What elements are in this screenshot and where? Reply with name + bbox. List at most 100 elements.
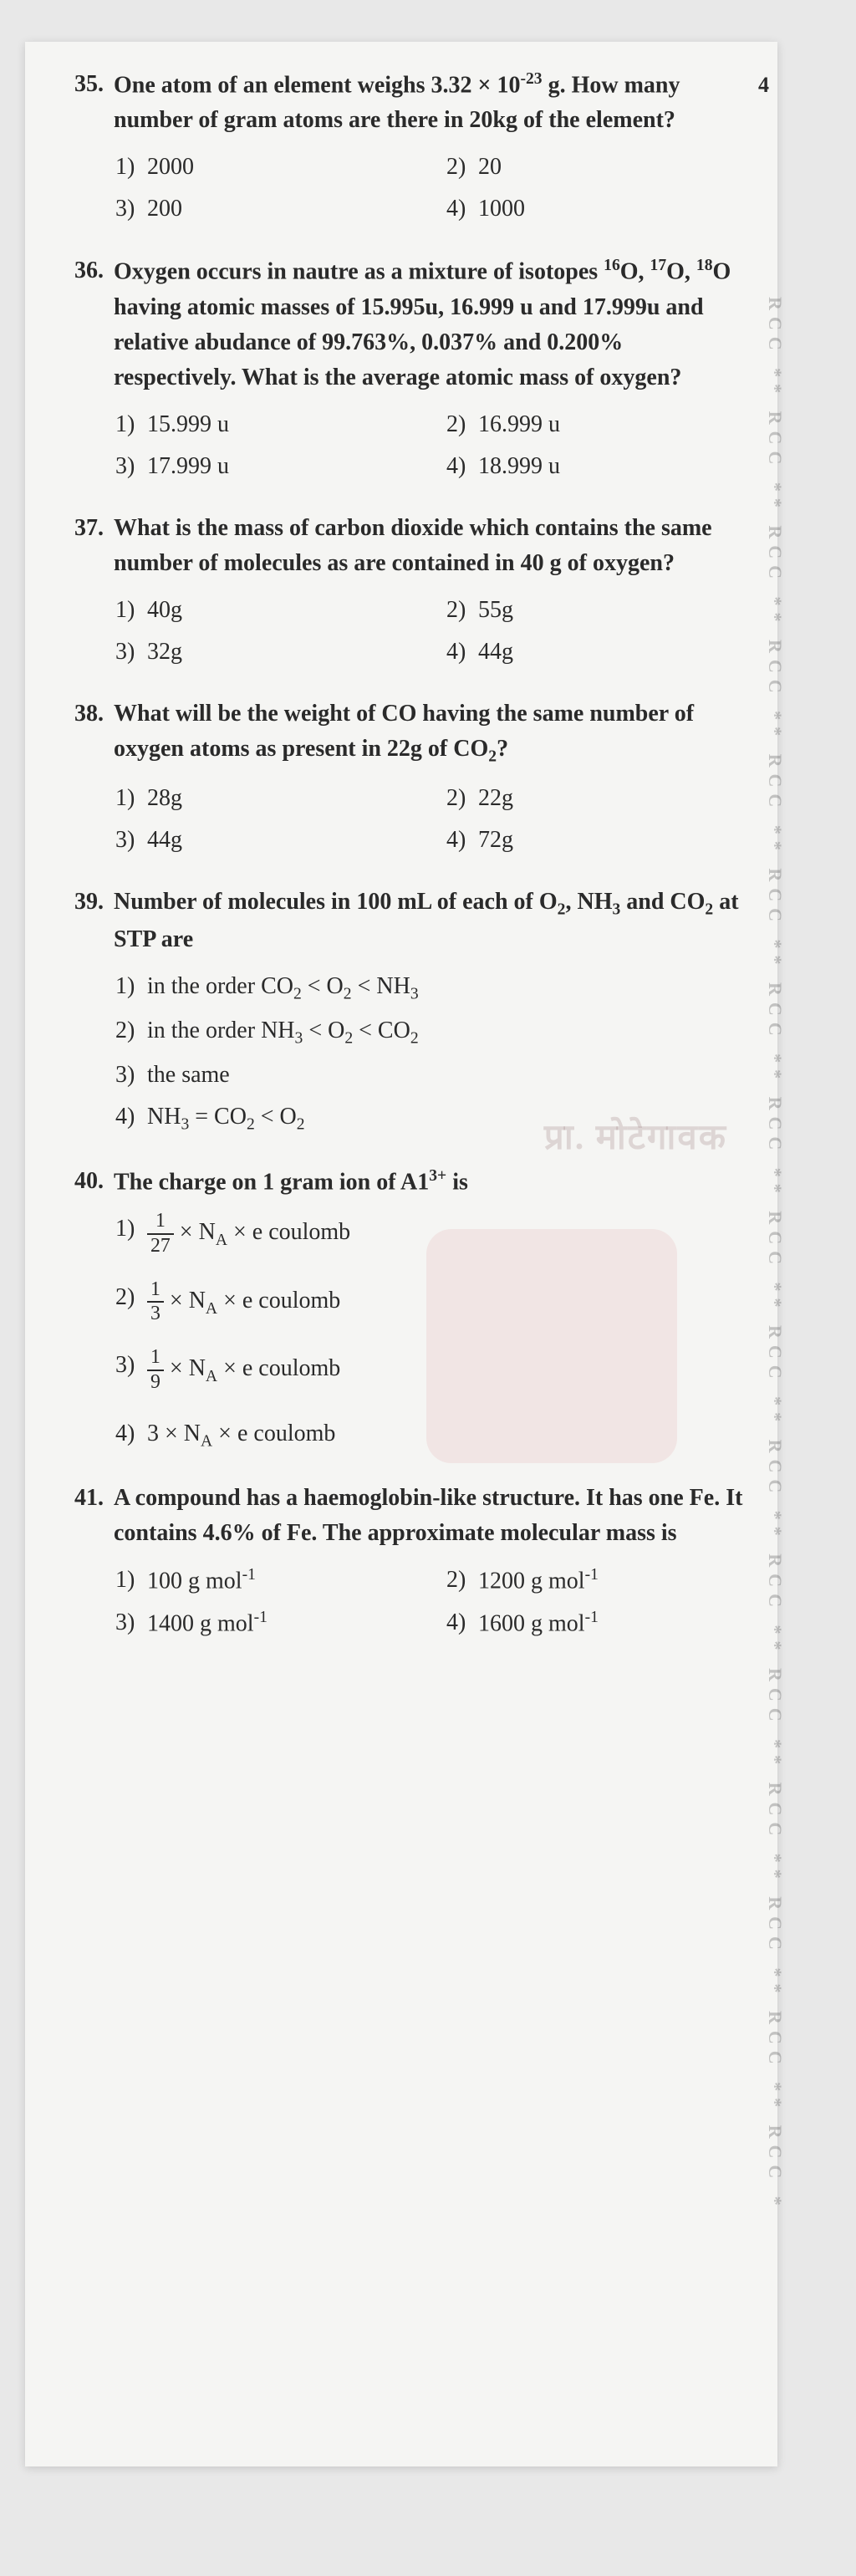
option-number: 4) bbox=[446, 191, 471, 227]
option: 2)20 bbox=[446, 150, 744, 185]
exam-page: RCC ** RCC ** RCC ** RCC ** RCC ** RCC *… bbox=[25, 42, 777, 2466]
option: 3)44g bbox=[115, 823, 413, 858]
option-number: 1) bbox=[115, 781, 140, 816]
option: 1)in the order CO2 < O2 < NH3 bbox=[115, 969, 744, 1007]
option: 1)28g bbox=[115, 781, 413, 816]
option: 4)72g bbox=[446, 823, 744, 858]
option-number: 3) bbox=[115, 191, 140, 227]
option-row: 1)100 g mol-1 2)1200 g mol-1 bbox=[115, 1563, 744, 1599]
option-text: 72g bbox=[478, 823, 513, 858]
option: 1)100 g mol-1 bbox=[115, 1563, 413, 1599]
option-number: 1) bbox=[115, 1563, 140, 1599]
option-number: 2) bbox=[115, 1280, 140, 1325]
option-text: 100 g mol-1 bbox=[147, 1563, 256, 1599]
option-number: 2) bbox=[446, 407, 471, 442]
option-text: 1200 g mol-1 bbox=[478, 1563, 599, 1599]
option: 3)19 × NA × e coulomb bbox=[115, 1348, 744, 1393]
option: 4)18.999 u bbox=[446, 449, 744, 484]
option-number: 4) bbox=[115, 1099, 140, 1137]
option-text: 1000 bbox=[478, 191, 525, 227]
question-stem: 39.Number of molecules in 100 mL of each… bbox=[67, 885, 744, 957]
option: 1)15.999 u bbox=[115, 407, 413, 442]
question-35: 435.One atom of an element weighs 3.32 ×… bbox=[67, 67, 744, 227]
question-text: What is the mass of carbon dioxide which… bbox=[114, 511, 744, 581]
option-number: 4) bbox=[446, 823, 471, 858]
option: 2)55g bbox=[446, 593, 744, 628]
question-number: 38. bbox=[67, 696, 104, 769]
option-text: 17.999 u bbox=[147, 449, 229, 484]
question-stem: 38.What will be the weight of CO having … bbox=[67, 696, 744, 769]
option: 2)1200 g mol-1 bbox=[446, 1563, 744, 1599]
option-number: 1) bbox=[115, 969, 140, 1007]
option-row: 3)17.999 u 4)18.999 u bbox=[115, 449, 744, 484]
option: 1)2000 bbox=[115, 150, 413, 185]
option-row: 3)32g 4)44g bbox=[115, 635, 744, 670]
option-text: in the order CO2 < O2 < NH3 bbox=[147, 969, 419, 1007]
option-number: 2) bbox=[446, 150, 471, 185]
option-text: 40g bbox=[147, 593, 182, 628]
option: 1)127 × NA × e coulomb bbox=[115, 1211, 744, 1257]
option-row: 1)15.999 u 2)16.999 u bbox=[115, 407, 744, 442]
option-number: 1) bbox=[115, 1211, 140, 1257]
option-row: 3)44g 4)72g bbox=[115, 823, 744, 858]
options: 1)100 g mol-1 2)1200 g mol-1 3)1400 g mol-… bbox=[67, 1563, 744, 1642]
options: 1)15.999 u 2)16.999 u 3)17.999 u 4)18.999 u bbox=[67, 407, 744, 484]
option-text: 3 × NA × e coulomb bbox=[147, 1416, 335, 1454]
option-row: 1)2000 2)20 bbox=[115, 150, 744, 185]
option: 2)16.999 u bbox=[446, 407, 744, 442]
option-text: in the order NH3 < O2 < CO2 bbox=[147, 1013, 419, 1051]
option: 4)1000 bbox=[446, 191, 744, 227]
option-number: 1) bbox=[115, 407, 140, 442]
question-number: 41. bbox=[67, 1481, 104, 1551]
option-text: the same bbox=[147, 1058, 230, 1093]
option-number: 2) bbox=[446, 593, 471, 628]
option: 4)44g bbox=[446, 635, 744, 670]
question-stem: 40.The charge on 1 gram ion of A13+ is bbox=[67, 1164, 744, 1200]
question-40: 40.The charge on 1 gram ion of A13+ is 1)… bbox=[67, 1164, 744, 1454]
option: 4)3 × NA × e coulomb bbox=[115, 1416, 744, 1454]
question-stem: 37. What is the mass of carbon dioxide wh… bbox=[67, 511, 744, 581]
option-row: 3)200 4)1000 bbox=[115, 191, 744, 227]
option-text: 19 × NA × e coulomb bbox=[147, 1348, 340, 1393]
option: 3)17.999 u bbox=[115, 449, 413, 484]
question-38: 38.What will be the weight of CO having … bbox=[67, 696, 744, 858]
option-number: 3) bbox=[115, 1058, 140, 1093]
question-text: Oxygen occurs in nautre as a mixture of … bbox=[114, 253, 744, 395]
question-number: 36. bbox=[67, 253, 104, 395]
question-41: 41.A compound has a haemoglobin-like str… bbox=[67, 1481, 744, 1642]
option-number: 3) bbox=[115, 1348, 140, 1393]
option-text: 15.999 u bbox=[147, 407, 229, 442]
option-text: 44g bbox=[147, 823, 182, 858]
question-number: 39. bbox=[67, 885, 104, 957]
option-text: 200 bbox=[147, 191, 182, 227]
options: 1)28g2)22g 3)44g 4)72g bbox=[67, 781, 744, 858]
option-text: 13 × NA × e coulomb bbox=[147, 1280, 340, 1325]
option: 2)in the order NH3 < O2 < CO2 bbox=[115, 1013, 744, 1051]
option-text: 18.999 u bbox=[478, 449, 560, 484]
question-text: One atom of an element weighs 3.32 × 10-… bbox=[114, 67, 744, 138]
option-number: 1) bbox=[115, 593, 140, 628]
option-number: 2) bbox=[446, 1563, 471, 1599]
options: 1)in the order CO2 < O2 < NH3 2)in the or… bbox=[67, 969, 744, 1137]
option: 1)40g bbox=[115, 593, 413, 628]
option-text: 44g bbox=[478, 635, 513, 670]
option-text: 32g bbox=[147, 635, 182, 670]
option-number: 3) bbox=[115, 823, 140, 858]
option-text: 55g bbox=[478, 593, 513, 628]
option-number: 4) bbox=[115, 1416, 140, 1454]
option-text: 16.999 u bbox=[478, 407, 560, 442]
option: 3)32g bbox=[115, 635, 413, 670]
option-text: 22g bbox=[478, 781, 513, 816]
questions-container: 435.One atom of an element weighs 3.32 ×… bbox=[67, 67, 744, 1641]
question-39: 39.Number of molecules in 100 mL of each… bbox=[67, 885, 744, 1137]
option-row: 1)40g 2)55g bbox=[115, 593, 744, 628]
option: 2)13 × NA × e coulomb bbox=[115, 1280, 744, 1325]
question-number: 37. bbox=[67, 511, 104, 581]
option: 4)1600 g mol-1 bbox=[446, 1605, 744, 1641]
option-row: 1)28g2)22g bbox=[115, 781, 744, 816]
option-text: NH3 = CO2 < O2 bbox=[147, 1099, 305, 1137]
question-stem: 41.A compound has a haemoglobin-like str… bbox=[67, 1481, 744, 1551]
option-number: 4) bbox=[446, 1605, 471, 1641]
option-row: 3)1400 g mol-1 4)1600 g mol-1 bbox=[115, 1605, 744, 1641]
option: 3)1400 g mol-1 bbox=[115, 1605, 413, 1641]
